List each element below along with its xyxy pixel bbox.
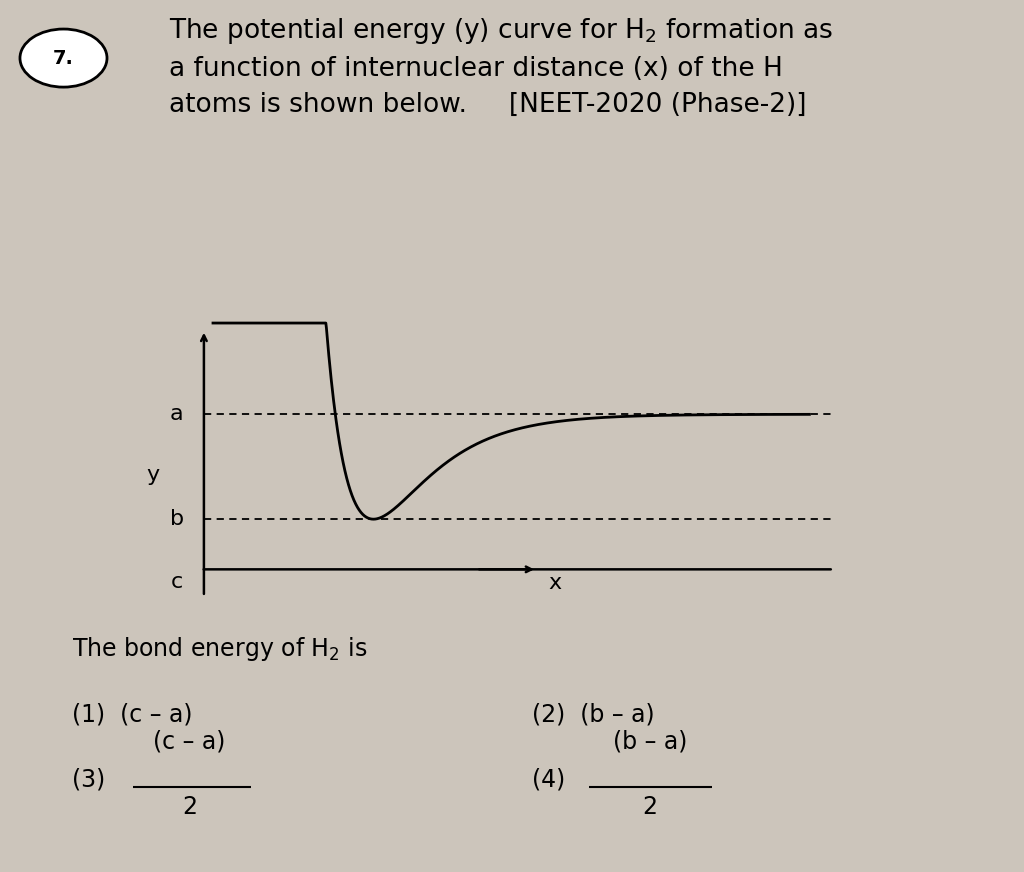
Text: 2: 2 <box>182 795 197 819</box>
Text: (c – a): (c – a) <box>154 730 225 753</box>
Text: The potential energy (y) curve for H$_2$ formation as
a function of internuclear: The potential energy (y) curve for H$_2$… <box>169 16 834 118</box>
Text: x: x <box>549 573 561 593</box>
Text: 7.: 7. <box>53 49 74 67</box>
Text: y: y <box>145 465 159 485</box>
Text: 2: 2 <box>643 795 657 819</box>
Text: a: a <box>170 405 183 425</box>
Text: (b – a): (b – a) <box>613 730 687 753</box>
Text: (4): (4) <box>532 767 565 792</box>
Ellipse shape <box>19 29 108 87</box>
Text: (3): (3) <box>72 767 104 792</box>
Text: b: b <box>170 509 183 529</box>
Text: (1)  (c – a): (1) (c – a) <box>72 702 193 726</box>
Text: (2)  (b – a): (2) (b – a) <box>532 702 655 726</box>
Text: The bond energy of H$_2$ is: The bond energy of H$_2$ is <box>72 636 368 664</box>
Text: c: c <box>171 572 183 591</box>
